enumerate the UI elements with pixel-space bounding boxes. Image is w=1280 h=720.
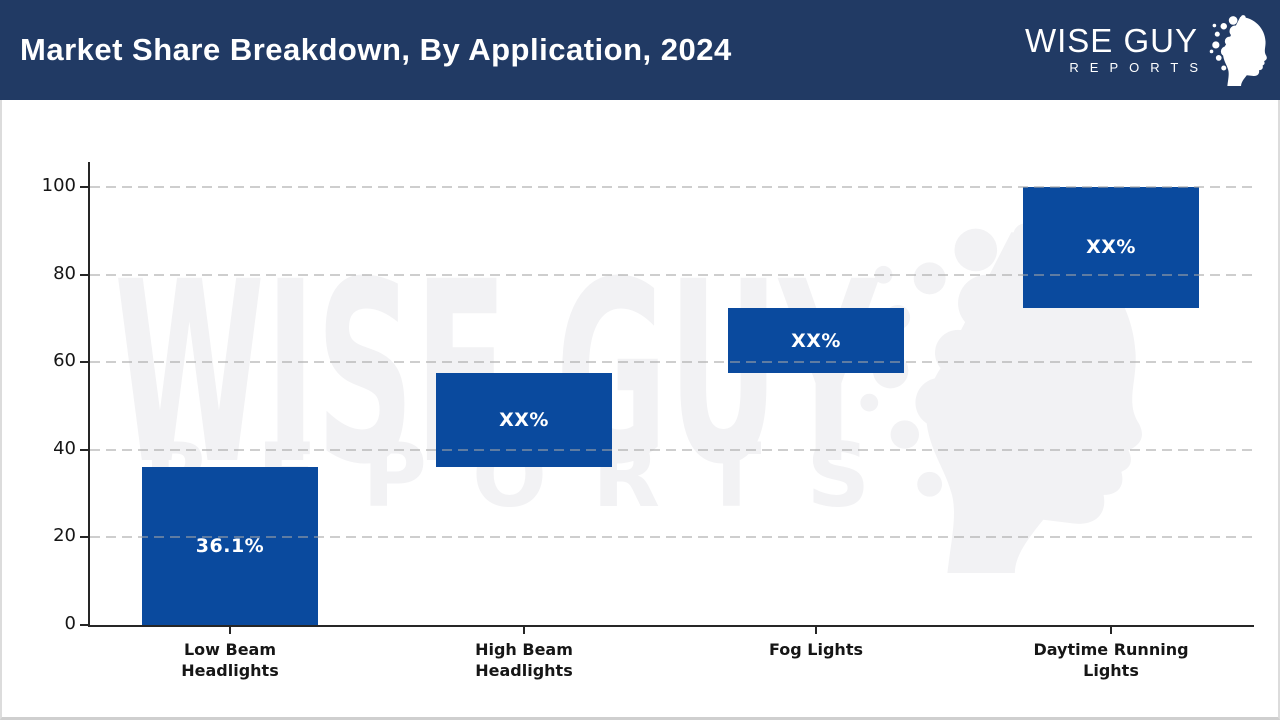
gridline-80 [90, 273, 1253, 276]
bar-fog-lights: XX% [728, 307, 904, 374]
gridline-100 [90, 186, 1253, 188]
gridline-60 [90, 361, 1253, 364]
bar-value-label: 36.1% [195, 534, 265, 557]
x-category-label-line: Fog Lights [769, 640, 863, 659]
y-tick-mark-20 [80, 536, 88, 539]
bar-daytime-running-lights: XX% [1023, 187, 1199, 308]
brand-name: WISE GUY [1024, 22, 1198, 59]
y-tick-mark-40 [80, 448, 88, 451]
y-tick-mark-60 [80, 361, 88, 364]
y-tick-mark-100 [80, 186, 88, 188]
bar-low-beam-headlights: 36.1% [142, 466, 318, 625]
x-category-label-line: Headlights [181, 661, 279, 680]
x-tick-mark-1 [523, 627, 525, 634]
y-tick-label-60: 60 [53, 350, 76, 372]
x-category-label-line: Low Beam [183, 640, 277, 659]
brand-subname: REPORTS [1069, 60, 1209, 75]
x-category-label-1: High Beam Headlights [394, 639, 654, 681]
y-tick-label-40: 40 [53, 437, 76, 459]
bar-value-label: XX% [1086, 236, 1136, 259]
x-tick-mark-2 [815, 627, 817, 634]
y-tick-label-100: 100 [41, 175, 76, 196]
dotted-head-logo-icon [1209, 15, 1267, 86]
x-tick-mark-3 [1110, 627, 1112, 634]
brand-logo-text: WISE GUY REPORTS [1025, 23, 1198, 77]
y-tick-label-20: 20 [53, 525, 76, 547]
y-tick-mark-80 [80, 273, 88, 276]
x-category-label-line: High Beam [475, 640, 573, 659]
bar-high-beam-headlights: XX% [436, 373, 612, 467]
bar-value-label: XX% [499, 409, 549, 431]
x-category-label-line: Daytime Running [1033, 640, 1189, 659]
x-tick-mark-0 [229, 627, 231, 634]
brand-logo: WISE GUY REPORTS [1025, 4, 1272, 96]
header-bar: Market Share Breakdown, By Application, … [0, 0, 1280, 100]
gridline-20 [90, 536, 1253, 539]
y-axis-line [88, 162, 90, 627]
x-category-label-line: Lights [1083, 661, 1139, 680]
x-category-label-3: Daytime Running Lights [981, 639, 1241, 681]
gridline-40 [90, 448, 1253, 451]
y-tick-mark-0 [80, 624, 88, 626]
bar-value-label: XX% [791, 329, 841, 352]
x-category-label-0: Low Beam Headlights [100, 639, 360, 681]
x-category-label-2: Fog Lights [686, 639, 946, 660]
x-axis-line [88, 625, 1254, 627]
page-title: Market Share Breakdown, By Application, … [20, 32, 732, 67]
x-category-label-line: Headlights [475, 661, 573, 680]
y-tick-label-0: 0 [64, 613, 76, 634]
y-tick-label-80: 80 [53, 262, 76, 284]
